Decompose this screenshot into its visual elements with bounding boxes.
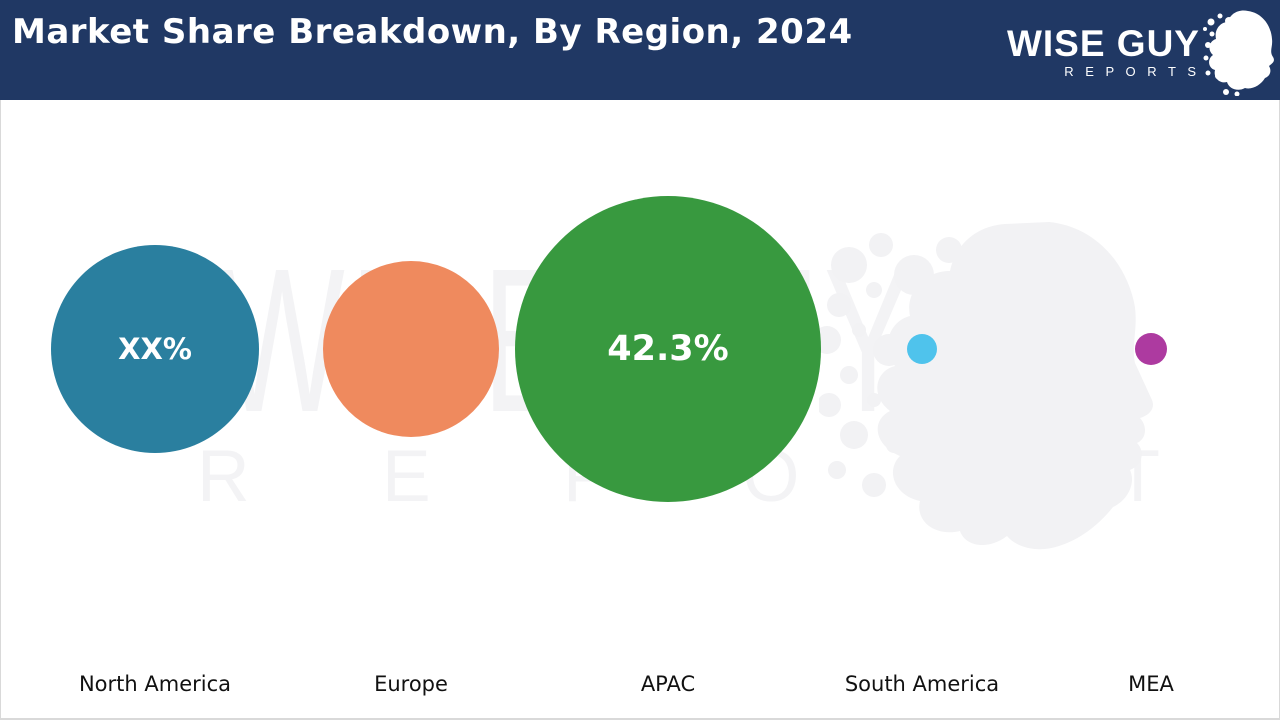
- bubble-value-north-america: XX%: [118, 332, 192, 366]
- wiseguy-face-icon: [1203, 10, 1274, 96]
- bubble-north-america: XX%: [51, 245, 259, 453]
- category-label-mea: MEA: [1128, 672, 1174, 696]
- category-label-north-america: North America: [78, 672, 232, 696]
- wiseguy-logo: WISE GUY R E P O R T S: [1007, 8, 1274, 96]
- category-label-south-america: South America: [844, 672, 1000, 696]
- category-label-apac: APAC: [640, 672, 696, 696]
- category-label-europe: Europe: [374, 672, 448, 696]
- bubble-mea: [1135, 333, 1167, 365]
- wiseguy-logo-text: WISE GUY R E P O R T S: [1006, 22, 1200, 80]
- bubble-europe: [323, 261, 499, 437]
- header: Market Share Breakdown, By Region, 2024 …: [0, 0, 1280, 100]
- bubble-value-apac: 42.3%: [607, 329, 729, 369]
- wiseguy-logo-wordmark: WISE GUY: [1006, 22, 1200, 64]
- bubble-south-america: [907, 334, 937, 364]
- watermark-face-icon: [819, 222, 1153, 550]
- wiseguy-logo-subtitle: R E P O R T S: [1064, 64, 1200, 80]
- bubble-apac: 42.3%: [515, 196, 821, 502]
- bubble-chart: WISE GUY R E P O R T S XX%42.3% North Am…: [0, 100, 1280, 720]
- chart-title: Market Share Breakdown, By Region, 2024: [12, 12, 853, 52]
